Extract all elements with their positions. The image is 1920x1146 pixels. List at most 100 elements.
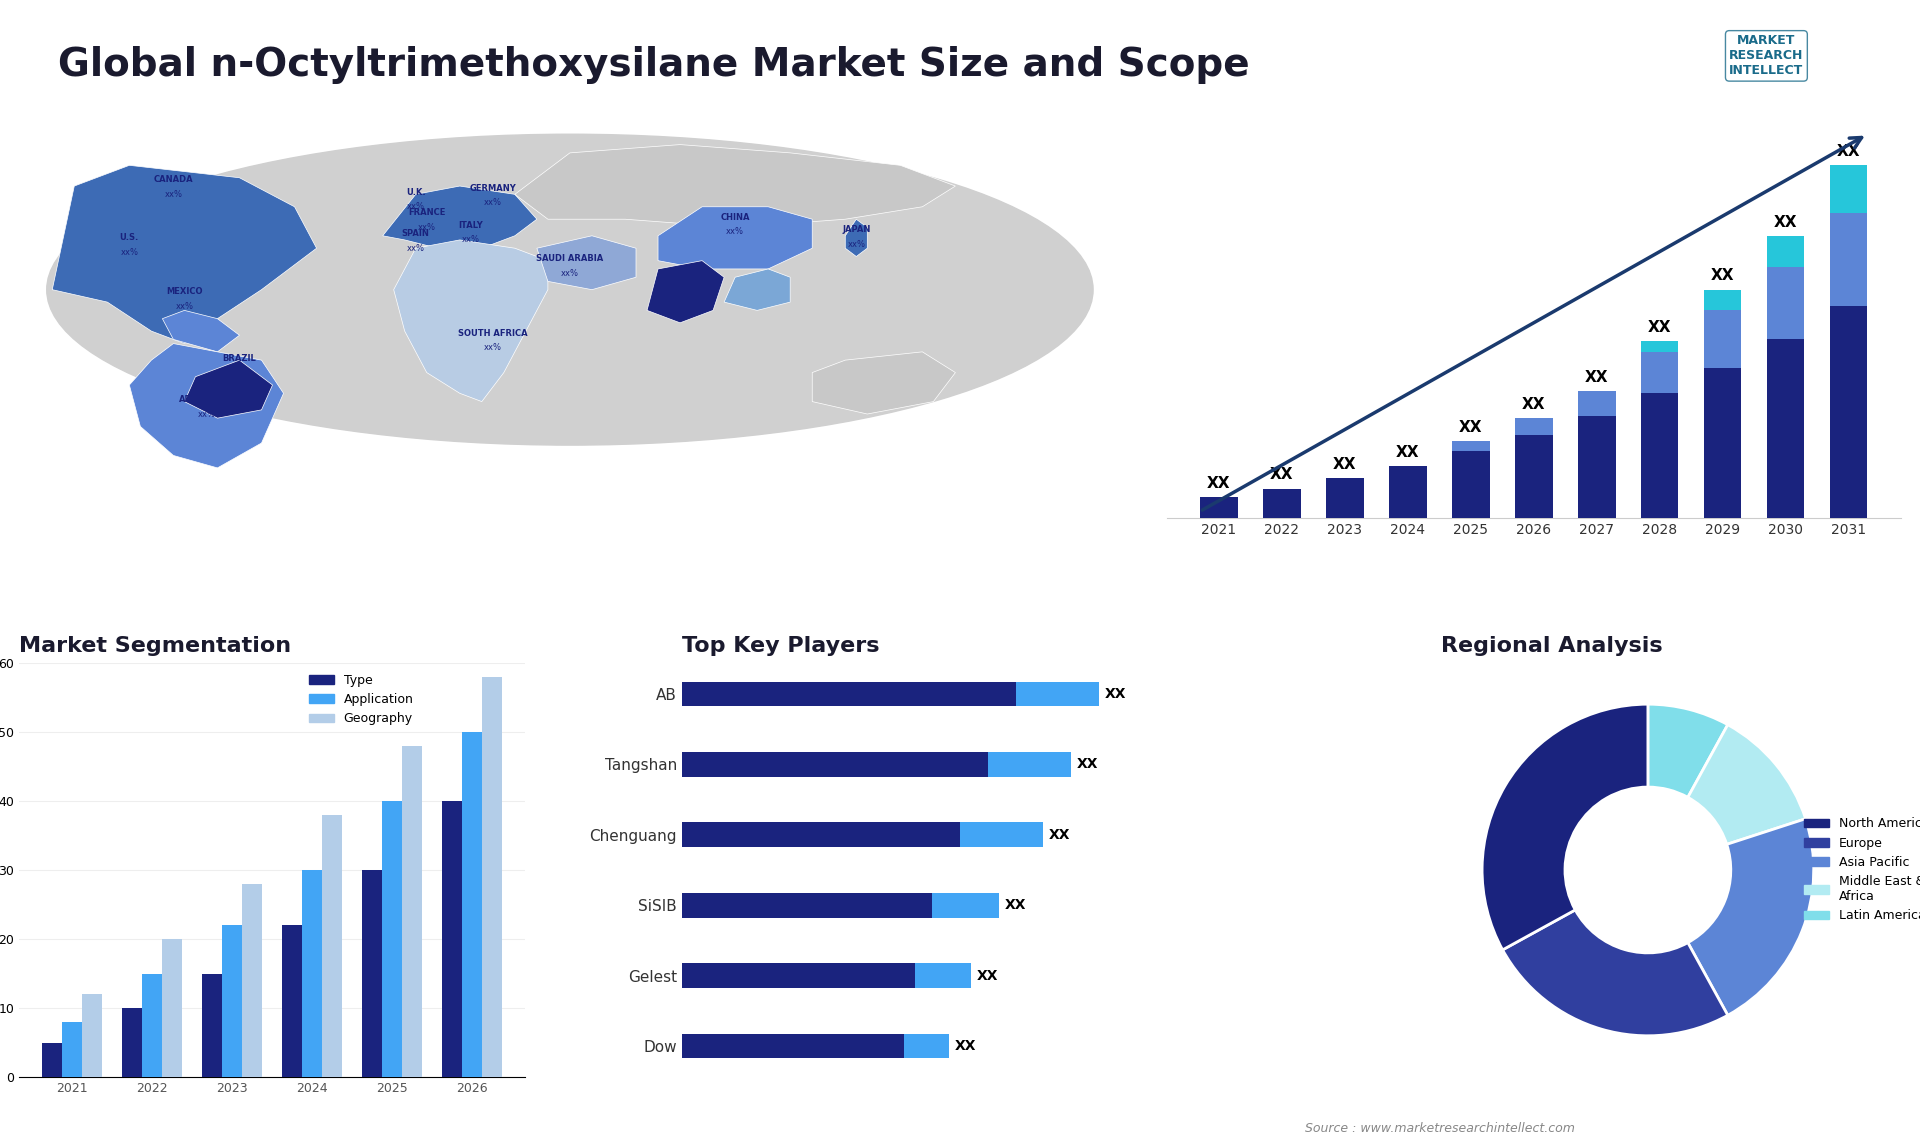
Bar	[682, 1034, 904, 1059]
Text: XX: XX	[1523, 397, 1546, 411]
Text: Market Segmentation: Market Segmentation	[19, 636, 292, 656]
Bar	[1703, 368, 1741, 518]
Bar	[1200, 497, 1238, 518]
Polygon shape	[647, 260, 724, 323]
Text: XX: XX	[1774, 214, 1797, 229]
Bar	[1515, 418, 1553, 434]
Wedge shape	[1503, 910, 1728, 1036]
Bar	[382, 801, 401, 1077]
Text: MEXICO: MEXICO	[167, 288, 204, 297]
Bar	[161, 939, 182, 1077]
Bar	[904, 1034, 948, 1059]
Bar	[933, 893, 998, 918]
Bar	[682, 893, 933, 918]
Polygon shape	[845, 219, 868, 257]
Bar	[1642, 342, 1678, 352]
Legend: Type, Application, Geography: Type, Application, Geography	[303, 669, 419, 730]
Text: xx%: xx%	[230, 368, 248, 377]
Text: xx%: xx%	[561, 268, 580, 277]
Text: XX: XX	[977, 968, 998, 982]
Text: xx%: xx%	[175, 301, 194, 311]
Text: Source : www.marketresearchintellect.com: Source : www.marketresearchintellect.com	[1306, 1122, 1574, 1135]
Polygon shape	[129, 344, 284, 468]
Text: SAUDI ARABIA: SAUDI ARABIA	[536, 254, 603, 264]
Bar	[363, 870, 382, 1077]
Text: xx%: xx%	[419, 223, 436, 231]
Text: FRANCE: FRANCE	[409, 209, 445, 218]
Bar	[1016, 682, 1098, 706]
Bar	[682, 682, 1016, 706]
Polygon shape	[394, 240, 547, 401]
Polygon shape	[52, 165, 317, 344]
Text: xx%: xx%	[726, 227, 745, 236]
Bar	[202, 974, 223, 1077]
Text: xx%: xx%	[463, 235, 480, 244]
Bar	[1388, 465, 1427, 518]
Text: xx%: xx%	[847, 240, 866, 249]
Text: xx%: xx%	[121, 248, 138, 257]
Text: SPAIN: SPAIN	[401, 229, 430, 238]
Text: ARGENTINA: ARGENTINA	[179, 395, 234, 405]
Text: XX: XX	[1332, 457, 1357, 472]
Text: XX: XX	[1004, 898, 1025, 912]
Bar	[682, 823, 960, 847]
Text: XX: XX	[954, 1039, 975, 1053]
Text: XX: XX	[1396, 445, 1419, 460]
Text: Global n-Octyltrimethoxysilane Market Size and Scope: Global n-Octyltrimethoxysilane Market Si…	[58, 46, 1250, 84]
Text: INDIA: INDIA	[666, 278, 693, 288]
Bar	[242, 884, 263, 1077]
Bar	[301, 870, 323, 1077]
Text: BRAZIL: BRAZIL	[223, 354, 257, 362]
Text: XX: XX	[1077, 758, 1098, 771]
Text: xx%: xx%	[672, 293, 689, 303]
Text: xx%: xx%	[407, 244, 424, 253]
Text: xx%: xx%	[484, 343, 501, 352]
Text: XX: XX	[1837, 144, 1860, 159]
Bar	[223, 925, 242, 1077]
Text: XX: XX	[1048, 827, 1071, 842]
Bar	[1642, 352, 1678, 393]
Polygon shape	[724, 269, 791, 311]
Text: XX: XX	[1711, 268, 1734, 283]
Wedge shape	[1647, 704, 1728, 798]
Text: U.S.: U.S.	[119, 234, 138, 242]
Text: CANADA: CANADA	[154, 175, 194, 185]
Bar	[1830, 165, 1868, 213]
Legend: North America, Europe, Asia Pacific, Middle East &
Africa, Latin America: North America, Europe, Asia Pacific, Mid…	[1799, 813, 1920, 927]
Polygon shape	[515, 144, 956, 228]
Bar	[1703, 311, 1741, 368]
Bar	[1327, 478, 1363, 518]
Wedge shape	[1688, 818, 1814, 1015]
Text: xx%: xx%	[484, 198, 501, 207]
Bar	[282, 925, 301, 1077]
Bar	[463, 732, 482, 1077]
Bar	[1703, 290, 1741, 311]
Text: ITALY: ITALY	[459, 221, 484, 230]
Bar	[1830, 213, 1868, 306]
Bar	[916, 964, 972, 988]
Text: Regional Analysis: Regional Analysis	[1440, 636, 1663, 656]
Polygon shape	[184, 360, 273, 418]
Polygon shape	[382, 186, 538, 249]
Text: XX: XX	[1104, 686, 1127, 701]
Bar	[1766, 236, 1805, 267]
Text: XX: XX	[1208, 476, 1231, 490]
Bar	[1642, 393, 1678, 518]
Bar	[401, 746, 422, 1077]
Polygon shape	[538, 236, 636, 290]
Polygon shape	[163, 311, 240, 352]
Bar	[1830, 306, 1868, 518]
Polygon shape	[659, 206, 812, 269]
Bar	[142, 974, 161, 1077]
Wedge shape	[1482, 704, 1647, 950]
Text: XX: XX	[1459, 419, 1482, 434]
Bar	[123, 1008, 142, 1077]
Text: CHINA: CHINA	[720, 213, 751, 221]
Bar	[1515, 434, 1553, 518]
Bar	[960, 823, 1043, 847]
Text: U.K.: U.K.	[405, 188, 426, 197]
Bar	[442, 801, 463, 1077]
Bar	[323, 815, 342, 1077]
Bar	[1452, 452, 1490, 518]
Bar	[682, 964, 916, 988]
